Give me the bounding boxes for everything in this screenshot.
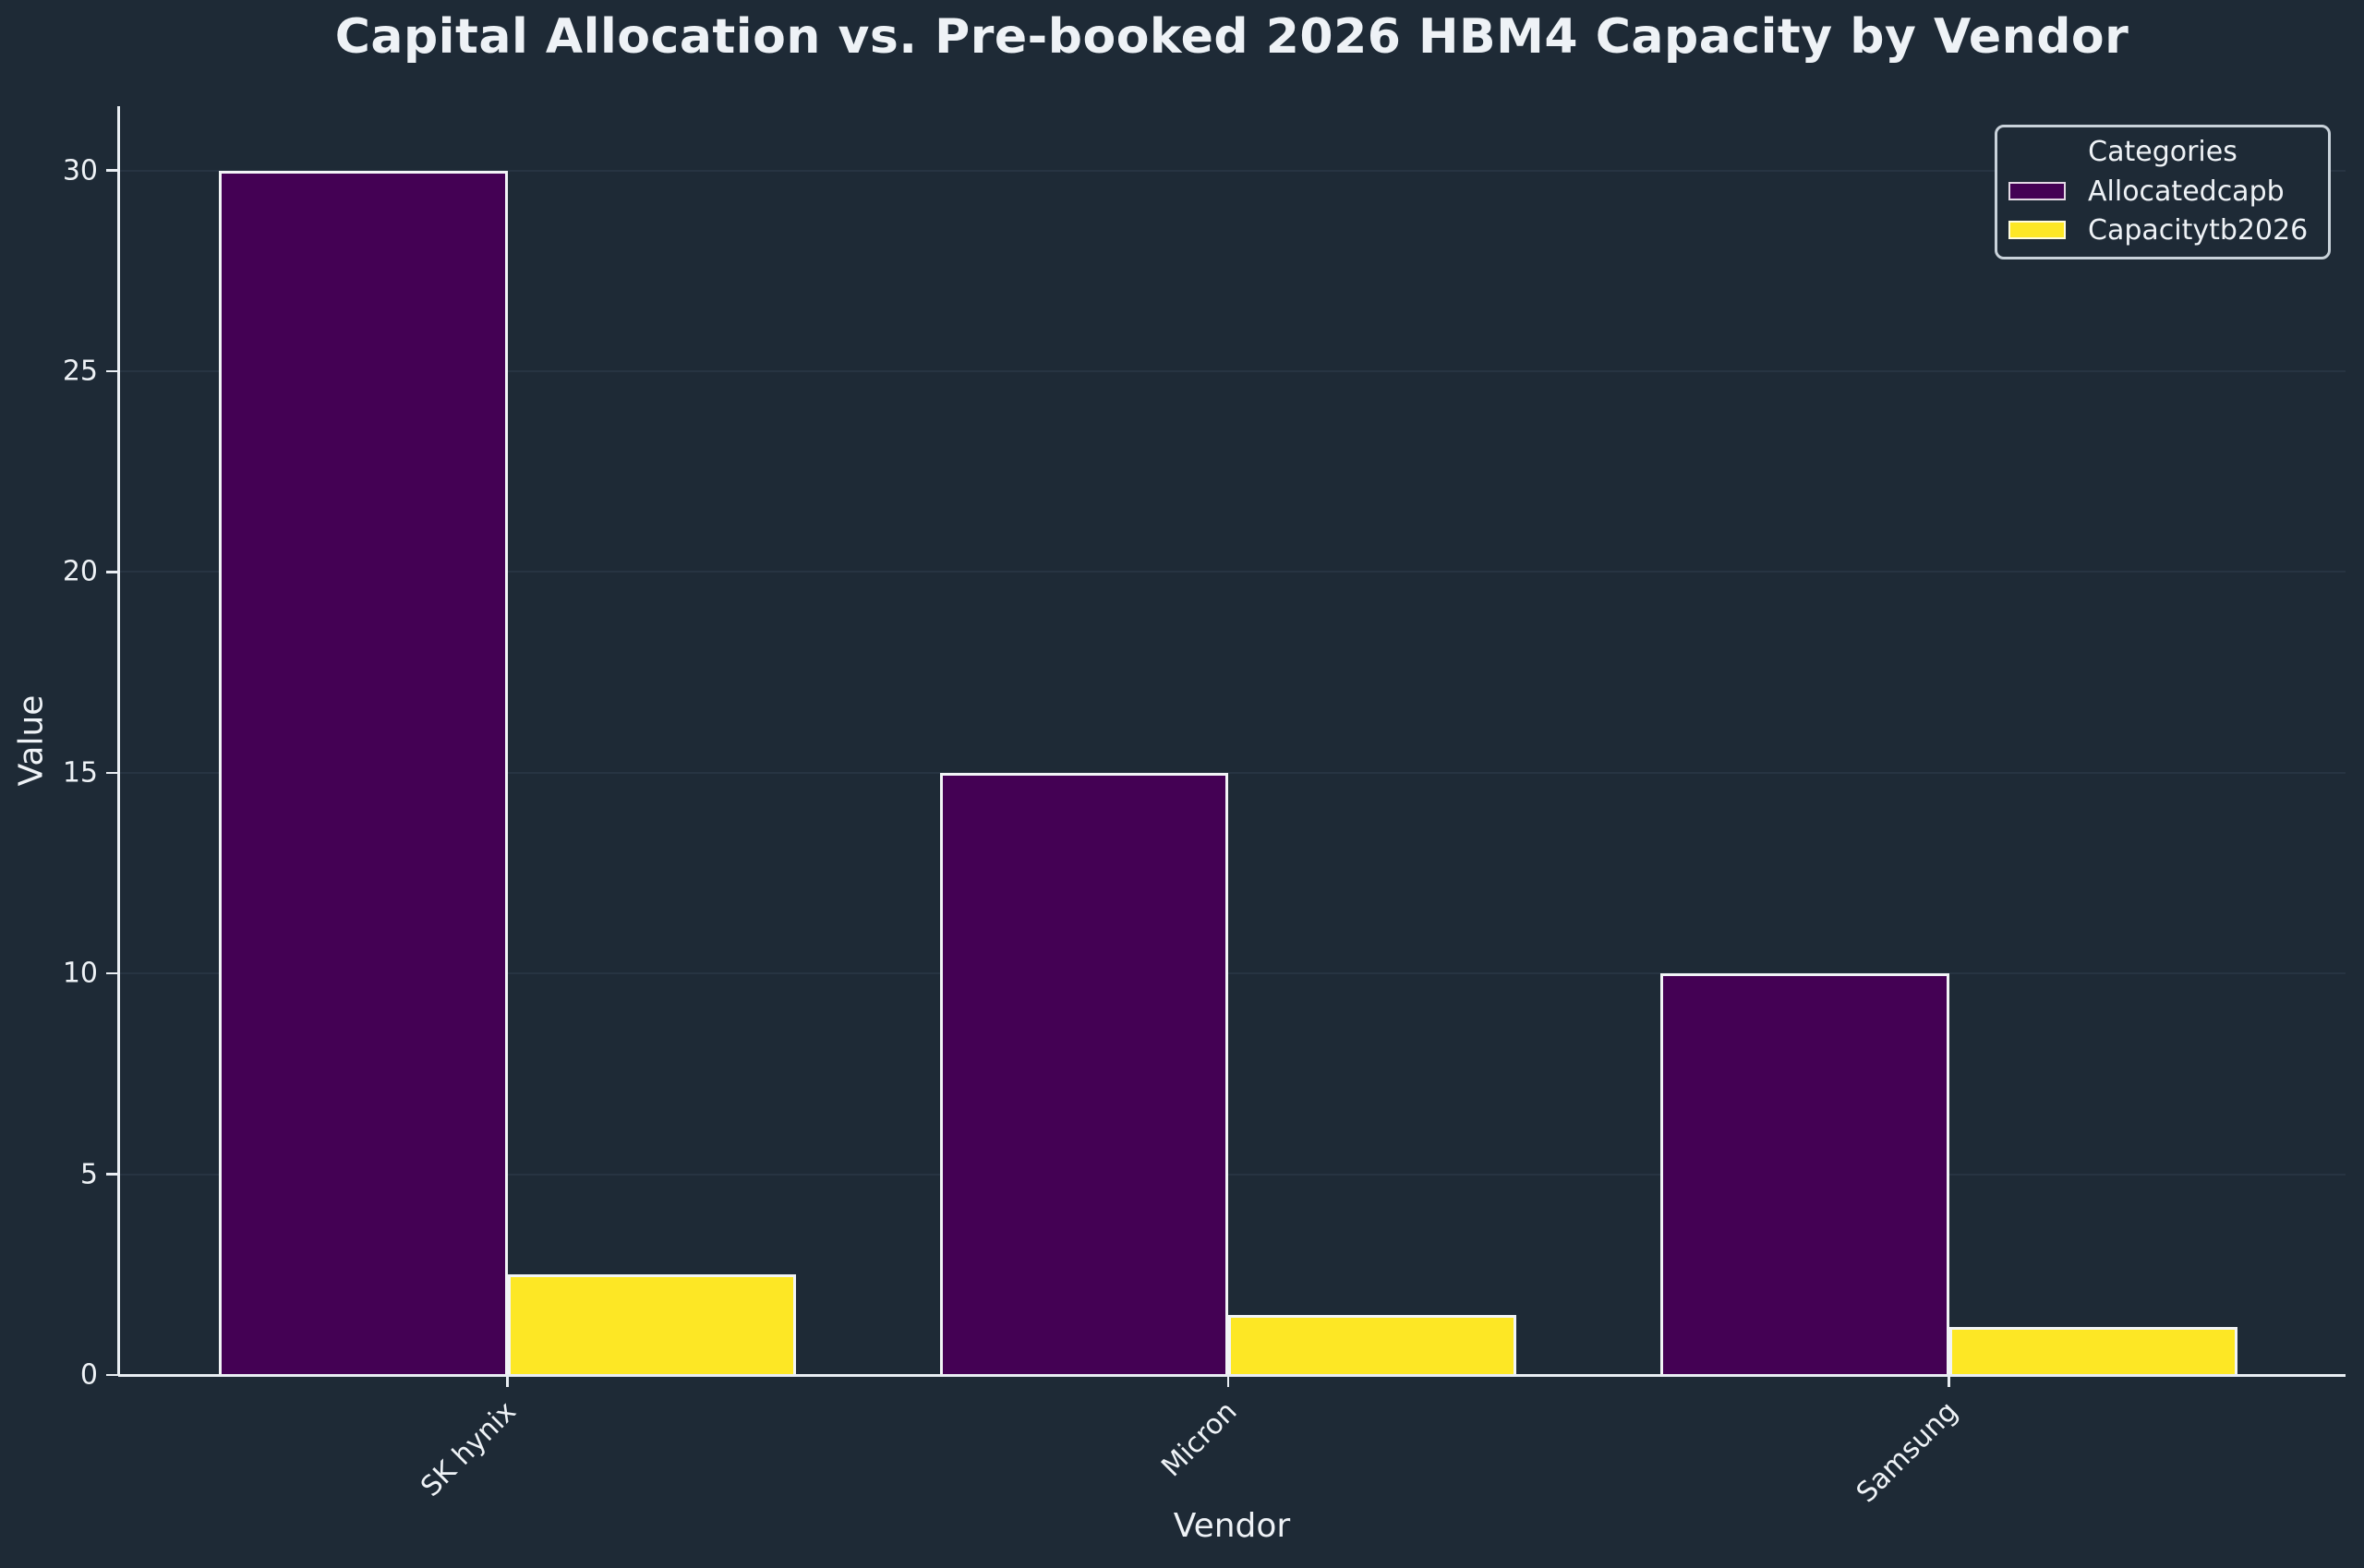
y-tick-25 [106, 369, 118, 373]
y-tick-label-20: 20 [62, 555, 98, 588]
legend-label-capacitytb2026: Capacitytb2026 [2088, 213, 2309, 247]
x-axis-label: Vendor [1173, 1507, 1291, 1545]
x-tick-micron [1226, 1375, 1230, 1387]
y-axis-label: Value [12, 694, 51, 787]
bar-allocatedcapb-micron [939, 772, 1229, 1375]
legend-item-allocatedcapb: Allocatedcapb [2008, 172, 2317, 211]
x-axis-spine [118, 1373, 2346, 1377]
legend-label-allocatedcapb: Allocatedcapb [2088, 175, 2285, 208]
gridline-y-5 [118, 1173, 2346, 1176]
y-tick-label-5: 5 [79, 1158, 98, 1191]
bar-capacitytb2026-samsung [1948, 1326, 2237, 1375]
x-tick-samsung [1948, 1375, 1950, 1387]
plot-area: 0 5 10 15 20 25 30 SK hynix Micron Samsung [63, 106, 2346, 1509]
y-tick-0 [106, 1373, 118, 1377]
legend-swatch-capacitytb2026 [2008, 221, 2066, 239]
y-tick-20 [106, 571, 118, 573]
bar-allocatedcapb-sk-hynix [219, 170, 508, 1375]
gridline-y-10 [118, 972, 2346, 975]
bar-capacitytb2026-micron [1228, 1314, 1517, 1375]
gridline-y-30 [118, 169, 2346, 172]
y-tick-10 [106, 971, 118, 975]
legend: Categories Allocatedcapb Capacitytb2026 [1995, 125, 2331, 259]
y-tick-label-10: 10 [62, 957, 98, 990]
y-tick-15 [106, 771, 118, 775]
gridline-y-25 [118, 369, 2346, 372]
bar-capacitytb2026-sk-hynix [507, 1274, 796, 1375]
gridline-y-20 [118, 571, 2346, 573]
x-tick-label-text-samsung: Samsung [1851, 1395, 1965, 1510]
y-axis-spine [116, 106, 120, 1375]
y-tick-label-25: 25 [62, 355, 98, 388]
legend-title: Categories [2088, 136, 2237, 168]
x-tick-label-text-micron: Micron [1155, 1395, 1244, 1484]
x-tick-sk-hynix [506, 1375, 509, 1387]
bar-allocatedcapb-samsung [1660, 973, 1949, 1375]
y-tick-label-15: 15 [62, 756, 98, 790]
chart-title: Capital Allocation vs. Pre-booked 2026 H… [334, 9, 2129, 65]
y-tick-30 [106, 169, 118, 172]
y-tick-label-0: 0 [79, 1358, 98, 1392]
x-tick-label-text-sk-hynix: SK hynix [415, 1395, 524, 1503]
gridline-y-15 [118, 771, 2346, 774]
legend-swatch-allocatedcapb [2008, 182, 2066, 200]
legend-item-capacitytb2026: Capacitytb2026 [2008, 211, 2317, 249]
y-tick-label-30: 30 [62, 154, 98, 187]
y-tick-5 [106, 1173, 118, 1176]
